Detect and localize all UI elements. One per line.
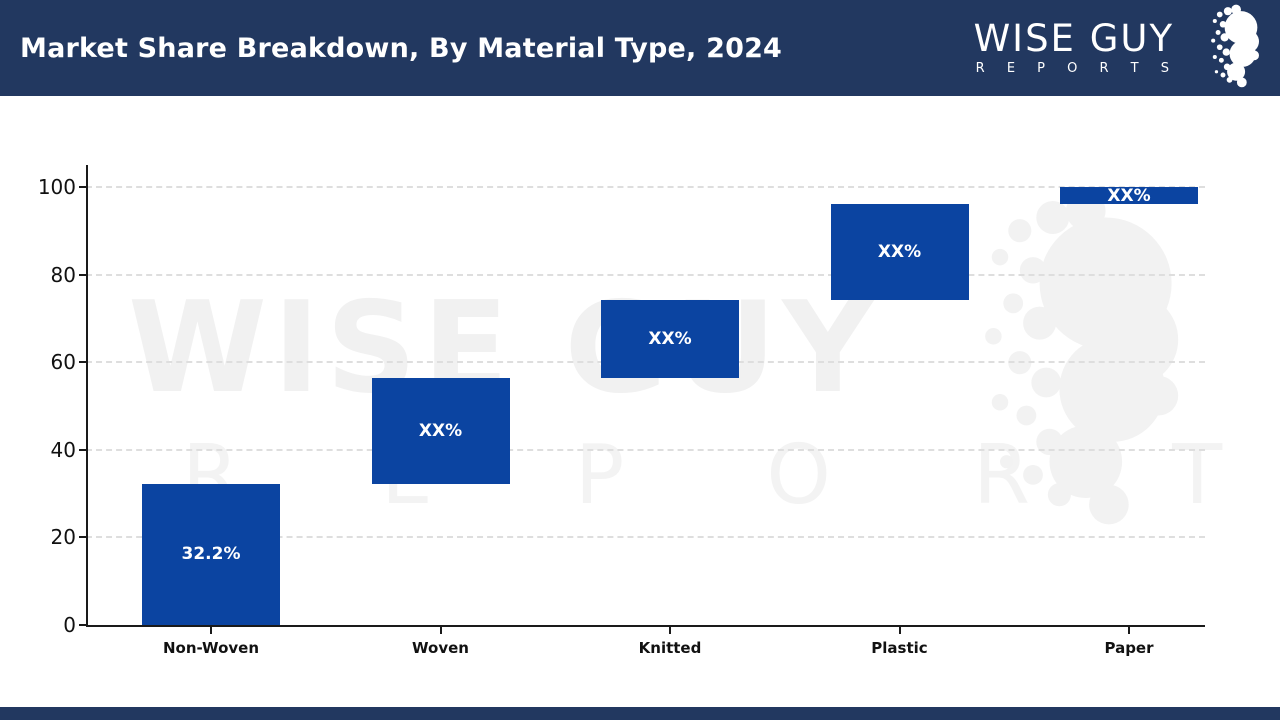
y-tick-label: 0 — [63, 613, 76, 637]
dotted-head-icon — [1211, 4, 1259, 88]
y-tick — [79, 361, 86, 364]
bar-value-label: XX% — [648, 328, 692, 349]
brand-subname: R E P O R T S — [975, 60, 1178, 76]
x-tick — [898, 627, 901, 634]
brand-name: WISE GUY — [973, 17, 1175, 61]
y-tick — [79, 536, 86, 539]
bar-value-label: XX% — [877, 242, 922, 263]
x-category-label: Non-Woven — [162, 639, 260, 657]
bar: XX% — [1060, 187, 1198, 205]
bar-value-label: XX% — [418, 420, 463, 441]
y-tick — [79, 624, 86, 626]
x-tick — [1128, 627, 1130, 634]
chart-canvas: WISE GUY R E P O R T S 020406080100Non-W… — [0, 96, 1280, 707]
bar: XX% — [601, 300, 739, 378]
gridline — [86, 536, 1205, 539]
bar: 32.2% — [142, 483, 280, 625]
gridline — [86, 186, 1205, 188]
y-tick — [79, 448, 86, 451]
x-tick — [669, 627, 671, 634]
bar: XX% — [830, 204, 969, 300]
header-bar: Market Share Breakdown, By Material Type… — [0, 0, 1280, 96]
brand-logo: WISE GUY R E P O R T S — [970, 3, 1266, 93]
y-tick-label: 60 — [50, 350, 76, 375]
y-axis-line — [86, 165, 88, 627]
x-tick — [210, 627, 212, 634]
gridline — [86, 448, 1205, 451]
x-category-label: Plastic — [871, 639, 928, 657]
bar-value-label: 32.2% — [181, 544, 241, 565]
x-category-label: Woven — [412, 639, 469, 657]
x-category-label: Paper — [1104, 639, 1154, 657]
brand-logo-text: WISE GUY R E P O R T S — [970, 17, 1178, 76]
bar: XX% — [371, 377, 510, 484]
x-category-label: Knitted — [638, 639, 702, 657]
page-title: Market Share Breakdown, By Material Type… — [20, 32, 783, 64]
bar-value-label: XX% — [1107, 187, 1151, 205]
y-tick — [79, 186, 86, 188]
y-tick-label: 80 — [50, 262, 76, 287]
footer-bar — [0, 707, 1280, 720]
x-tick — [439, 627, 442, 634]
y-tick — [79, 273, 86, 276]
y-tick-label: 100 — [37, 175, 76, 199]
gridline — [86, 273, 1205, 276]
y-tick-label: 40 — [50, 437, 76, 462]
y-tick-label: 20 — [50, 525, 76, 550]
x-axis-line — [86, 625, 1205, 627]
